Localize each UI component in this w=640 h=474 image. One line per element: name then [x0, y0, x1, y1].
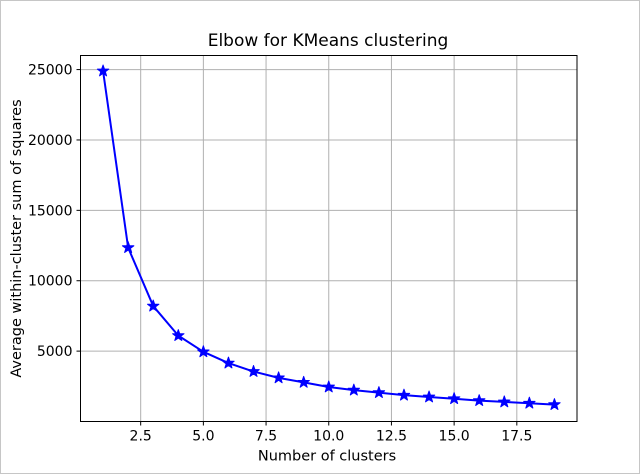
- y-tick-label: 5000: [37, 344, 73, 360]
- x-tick-label: 7.5: [255, 429, 277, 445]
- tick-labels: 2.5 5.0 7.5 10.0 12.5 15.0 17.5 5000 10000 15000 2…: [28, 63, 532, 445]
- y-tick-label: 25000: [28, 63, 73, 79]
- data-point-star-marker: [372, 386, 386, 398]
- data-point-star-marker: [322, 380, 335, 393]
- data-point-star-marker: [347, 383, 361, 396]
- x-tick-label: 10.0: [313, 429, 344, 445]
- data-point-star-marker: [247, 365, 260, 377]
- x-tick-label: 2.5: [130, 429, 152, 445]
- data-point-star-marker: [447, 392, 461, 405]
- x-tick-label: 5.0: [192, 429, 214, 445]
- y-axis-label: Average within-cluster sum of squares: [9, 99, 25, 377]
- x-tick-label: 15.0: [439, 429, 470, 445]
- data-point-star-marker: [96, 64, 110, 77]
- data-point-star-marker: [197, 345, 210, 358]
- x-tick-label: 12.5: [376, 429, 407, 445]
- data-point-star-marker: [121, 241, 135, 253]
- data-point-star-marker: [473, 394, 486, 407]
- data-point-star-marker: [422, 390, 436, 403]
- data-point-star-marker: [272, 371, 285, 384]
- data-point-star-marker: [147, 299, 160, 312]
- y-tick-label: 15000: [28, 203, 73, 219]
- axis-ticks: [76, 69, 518, 426]
- x-axis-label: Number of clusters: [258, 449, 396, 465]
- data-point-star-marker: [297, 375, 310, 388]
- data-point-star-marker: [498, 395, 511, 408]
- y-tick-label: 10000: [28, 274, 73, 290]
- grid-lines: [80, 55, 577, 422]
- y-tick-label: 20000: [28, 133, 73, 149]
- data-point-star-marker: [222, 356, 235, 369]
- data-point-star-marker: [172, 329, 185, 341]
- x-tick-label: 17.5: [501, 429, 532, 445]
- axes-border: [80, 55, 578, 422]
- chart-title: Elbow for KMeans clustering: [208, 31, 449, 51]
- data-point-star-marker: [397, 388, 411, 401]
- data-point-star-marker: [523, 396, 536, 409]
- data-point-star-marker: [548, 398, 561, 410]
- data-series-elbow-curve: [96, 64, 561, 410]
